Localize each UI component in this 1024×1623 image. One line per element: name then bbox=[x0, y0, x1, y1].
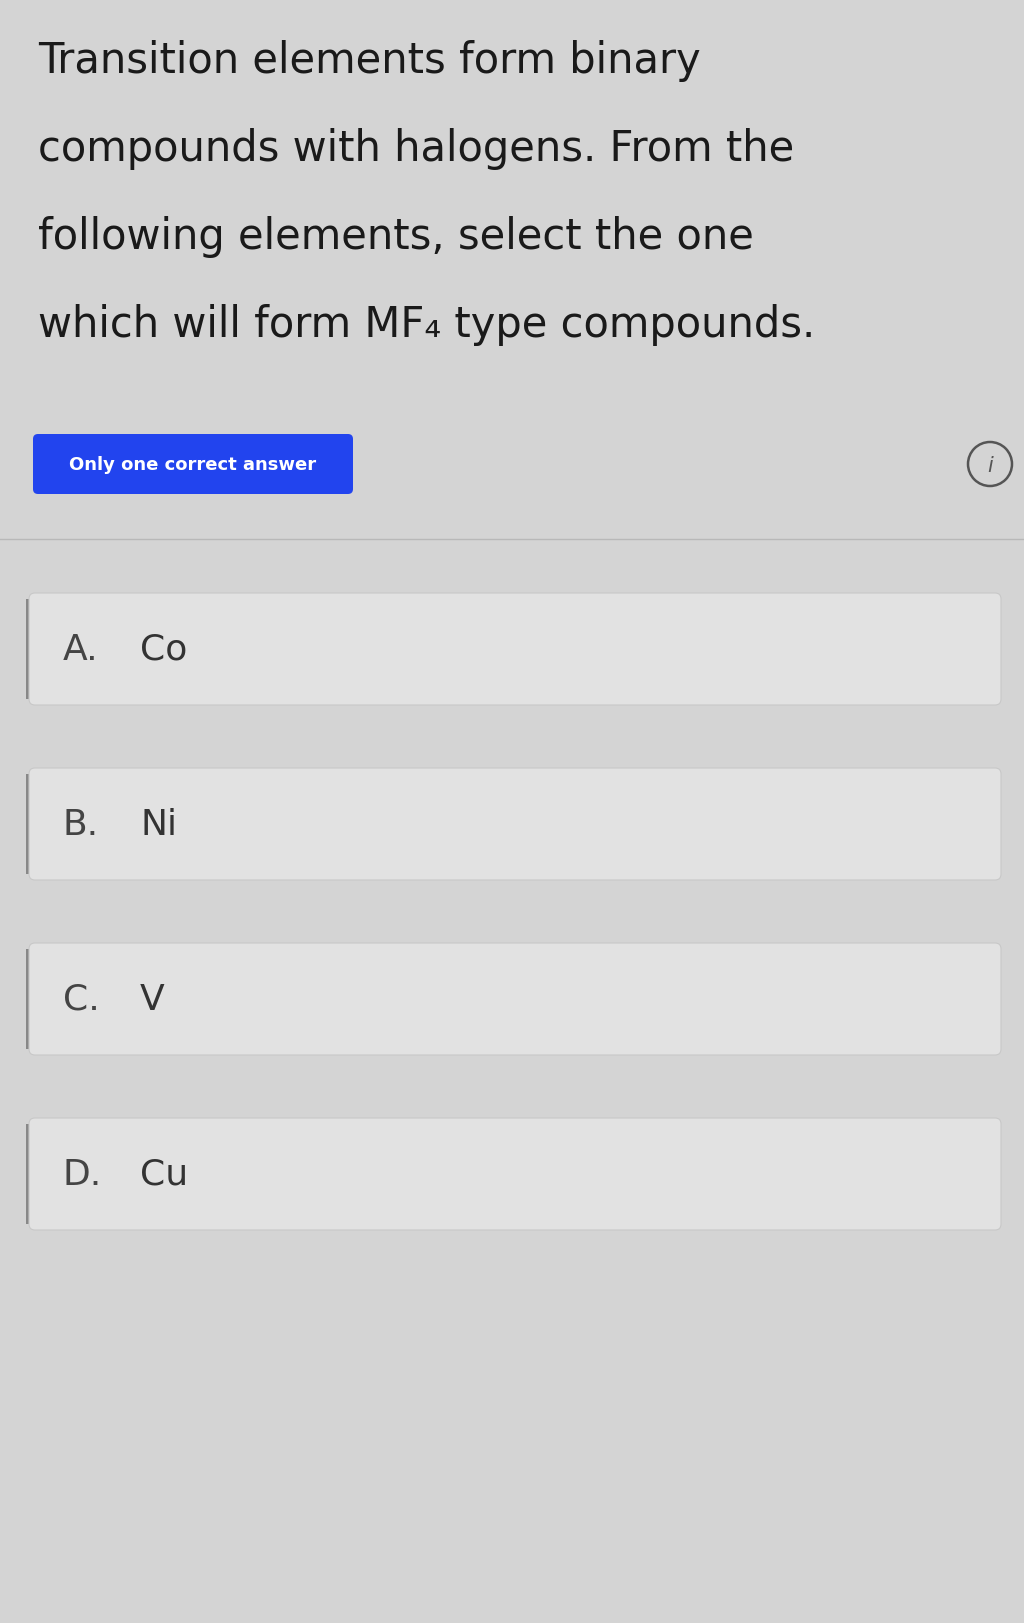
FancyBboxPatch shape bbox=[29, 769, 1001, 880]
Text: V: V bbox=[140, 982, 165, 1016]
FancyBboxPatch shape bbox=[29, 943, 1001, 1055]
FancyBboxPatch shape bbox=[26, 949, 33, 1050]
FancyBboxPatch shape bbox=[33, 435, 353, 495]
Text: compounds with halogens. From the: compounds with halogens. From the bbox=[38, 128, 795, 170]
FancyBboxPatch shape bbox=[29, 1118, 1001, 1230]
FancyBboxPatch shape bbox=[26, 774, 33, 875]
FancyBboxPatch shape bbox=[26, 1125, 33, 1224]
FancyBboxPatch shape bbox=[29, 594, 1001, 706]
Text: B.: B. bbox=[63, 808, 99, 841]
Text: Co: Co bbox=[140, 633, 187, 667]
Text: A.: A. bbox=[63, 633, 98, 667]
Text: D.: D. bbox=[63, 1157, 102, 1191]
Text: Ni: Ni bbox=[140, 808, 177, 841]
Text: C.: C. bbox=[63, 982, 99, 1016]
Text: following elements, select the one: following elements, select the one bbox=[38, 216, 754, 258]
Text: which will form MF₄ type compounds.: which will form MF₄ type compounds. bbox=[38, 304, 815, 346]
FancyBboxPatch shape bbox=[26, 599, 33, 700]
Text: Transition elements form binary: Transition elements form binary bbox=[38, 41, 700, 81]
Text: Only one correct answer: Only one correct answer bbox=[70, 456, 316, 474]
Text: Cu: Cu bbox=[140, 1157, 188, 1191]
Text: i: i bbox=[987, 456, 993, 476]
